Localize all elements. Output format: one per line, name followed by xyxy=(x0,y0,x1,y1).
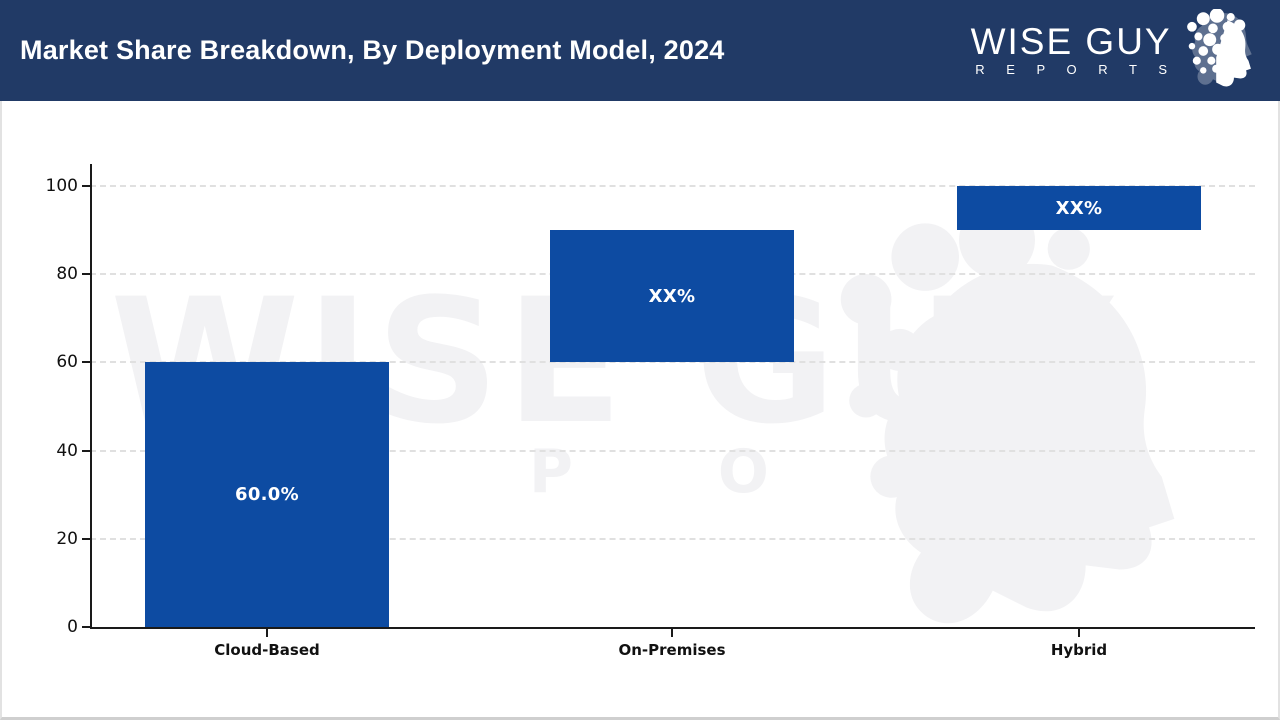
page-title: Market Share Breakdown, By Deployment Mo… xyxy=(20,35,725,65)
y-tick-label: 60 xyxy=(56,352,78,373)
bar-value-label: 60.0% xyxy=(235,484,299,506)
y-tick-mark xyxy=(82,273,90,276)
bar-cloud-based: 60.0% xyxy=(145,362,389,627)
bar-value-label: XX% xyxy=(648,285,696,307)
gridline xyxy=(90,537,1255,540)
bar-hybrid: XX% xyxy=(957,186,1201,231)
x-tick-mark xyxy=(266,629,268,637)
y-tick-mark xyxy=(82,626,90,628)
brand-logo: WISE GUY R E P O R T S xyxy=(966,8,1254,93)
brand-name: WISE GUY xyxy=(970,21,1172,62)
wise-guy-head-icon xyxy=(1187,8,1252,86)
y-tick-label: 100 xyxy=(45,176,78,196)
y-tick-mark xyxy=(82,449,90,452)
y-tick-label: 0 xyxy=(67,617,78,637)
gridline xyxy=(90,185,1255,187)
brand-subtitle: R E P O R T S xyxy=(975,62,1176,77)
chart-canvas: WISE GUY R E P O R T S 02040608010060.0%… xyxy=(0,101,1280,720)
y-tick-mark xyxy=(82,537,90,540)
category-label-on-premises: On-Premises xyxy=(618,641,726,659)
y-tick-mark xyxy=(82,361,90,364)
bar-chart: 0 20 40 60 80 100 60.0% XX% XX% Cloud-Based On-Pre… xyxy=(2,101,1278,717)
y-axis-line xyxy=(90,163,92,629)
gridline xyxy=(90,361,1255,364)
x-axis-line xyxy=(90,627,1255,629)
y-tick-label: 40 xyxy=(56,440,78,461)
y-tick-label: 20 xyxy=(56,528,78,549)
bar-value-label: XX% xyxy=(1055,197,1103,219)
header-bar: Market Share Breakdown, By Deployment Mo… xyxy=(0,0,1280,101)
y-tick-label: 80 xyxy=(56,264,78,285)
gridline xyxy=(90,449,1255,452)
brand-logo-text: WISE GUY R E P O R T S xyxy=(966,21,1176,77)
bar-on-premises: XX% xyxy=(550,230,794,363)
y-tick-mark xyxy=(82,185,90,187)
x-tick-mark xyxy=(671,629,673,637)
x-tick-mark xyxy=(1078,629,1080,637)
category-label-hybrid: Hybrid xyxy=(1050,641,1108,659)
category-label-cloud-based: Cloud-Based xyxy=(214,641,320,659)
